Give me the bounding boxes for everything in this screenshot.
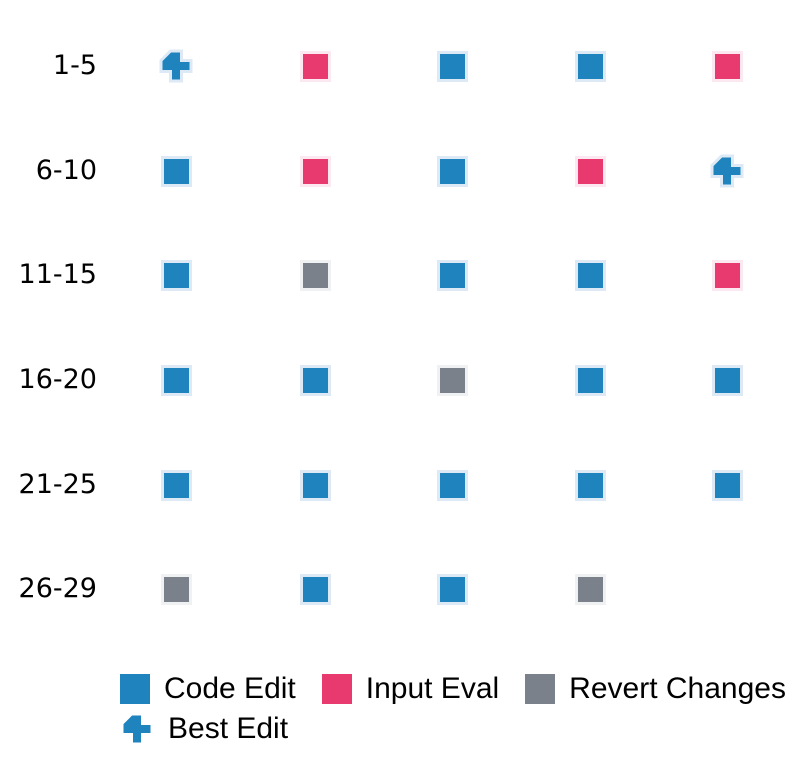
y-tick-label: 11-15 [18, 259, 97, 290]
y-tick-label: 26-29 [18, 573, 97, 604]
legend-label: Input Eval [365, 671, 500, 705]
legend-label: Code Edit [164, 671, 296, 705]
legend-item-input-eval: Input Eval [321, 671, 500, 706]
marker-code-edit [299, 364, 331, 396]
y-tick-label: 16-20 [18, 364, 97, 395]
marker-code-edit [574, 50, 606, 82]
y-tick-label: 6-10 [35, 155, 97, 186]
marker-revert-changes [299, 259, 331, 291]
marker-revert-changes [574, 573, 606, 605]
marker-code-edit [436, 573, 468, 605]
marker-best-edit [710, 154, 744, 192]
legend-line-1: Code Edit Input Eval Revert Changes [120, 670, 786, 707]
marker-code-edit [436, 50, 468, 82]
marker-revert-changes [436, 364, 468, 396]
legend-item-best-edit: Best Edit [120, 712, 288, 746]
marker-code-edit [299, 469, 331, 501]
marker-code-edit [436, 469, 468, 501]
marker-code-edit [299, 573, 331, 605]
marker-code-edit [160, 364, 192, 396]
marker-input-eval [299, 155, 331, 187]
marker-code-edit [436, 259, 468, 291]
marker-input-eval [711, 50, 743, 82]
marker-code-edit [160, 469, 192, 501]
legend-label: Revert Changes [569, 671, 786, 705]
legend-item-code-edit: Code Edit [120, 672, 296, 706]
legend-item-revert-changes: Revert Changes [525, 672, 786, 706]
square-swatch-icon [525, 673, 556, 704]
marker-input-eval [711, 259, 743, 291]
y-tick-label: 1-5 [52, 50, 97, 81]
marker-input-eval [574, 155, 606, 187]
marker-best-edit [159, 49, 193, 87]
marker-code-edit [574, 364, 606, 396]
legend-label: Best Edit [168, 711, 289, 745]
marker-code-edit [711, 469, 743, 501]
y-tick-label: 21-25 [18, 469, 97, 500]
marker-input-eval [299, 50, 331, 82]
marker-code-edit [436, 155, 468, 187]
plus-icon [120, 712, 154, 745]
square-swatch-icon [120, 673, 150, 704]
marker-code-edit [160, 259, 192, 291]
marker-code-edit [574, 469, 606, 501]
marker-code-edit [574, 259, 606, 291]
marker-code-edit [711, 364, 743, 396]
marker-revert-changes [160, 573, 192, 605]
legend-line-2: Best Edit [120, 710, 786, 747]
square-swatch-icon [321, 673, 352, 704]
legend: Code Edit Input Eval Revert Changes Best E… [120, 670, 786, 747]
marker-code-edit [160, 155, 192, 187]
